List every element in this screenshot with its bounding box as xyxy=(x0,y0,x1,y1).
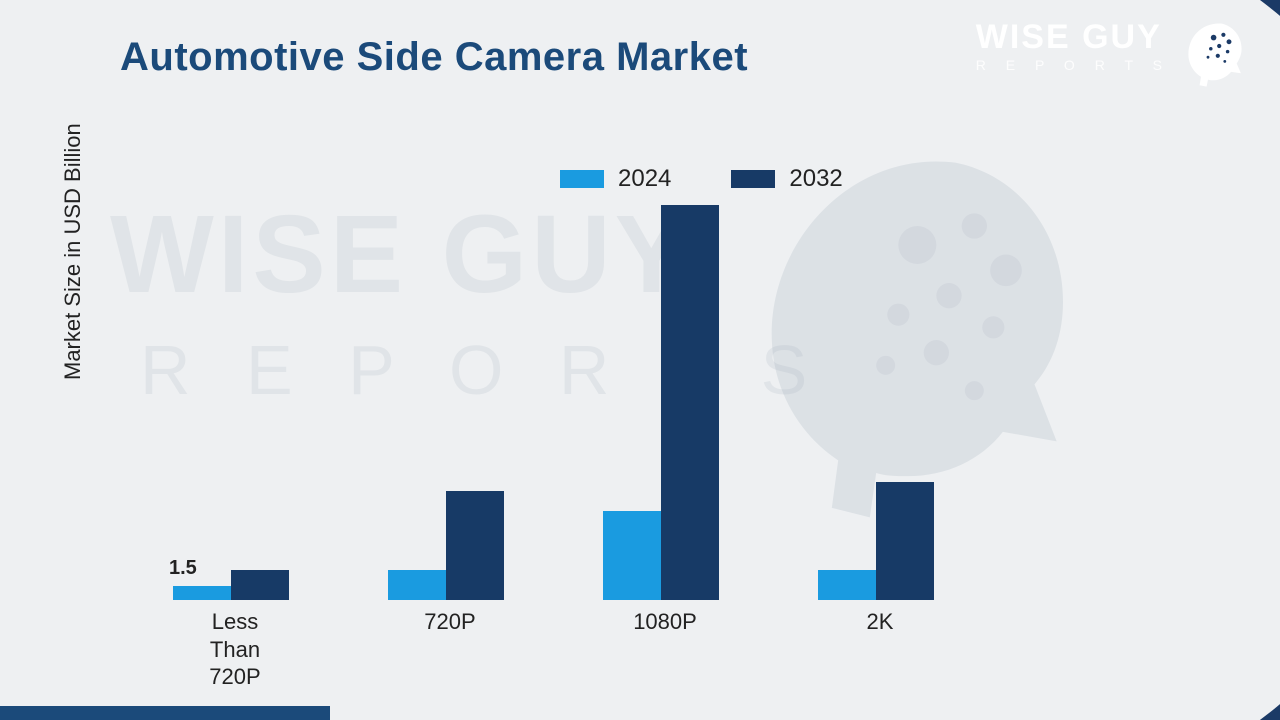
legend-label-2032: 2032 xyxy=(789,165,842,193)
legend-label-2024: 2024 xyxy=(618,165,671,193)
bar-2032 xyxy=(661,205,719,600)
x-axis-label: 2K xyxy=(800,600,960,636)
bar-2024 xyxy=(173,586,231,600)
brand-logo-line2: R E P O R T S xyxy=(976,58,1170,72)
bar-2032 xyxy=(446,491,504,600)
legend-item-2024: 2024 xyxy=(560,165,671,193)
legend-swatch-2024 xyxy=(560,170,604,188)
y-tick-label: 1.5 xyxy=(169,557,197,580)
bottom-accent-strip xyxy=(0,706,330,720)
bar-2032 xyxy=(876,482,934,601)
legend-item-2032: 2032 xyxy=(731,165,842,193)
x-axis-label: 1080P xyxy=(585,600,745,636)
brand-logo-line1: WISE GUY xyxy=(976,20,1170,54)
bar-2024 xyxy=(818,570,876,600)
legend: 2024 2032 xyxy=(560,165,843,193)
bar-2024 xyxy=(603,511,661,600)
y-axis-label: Market Size in USD Billion xyxy=(60,123,86,380)
bar-2024 xyxy=(388,570,446,600)
brand-logo: WISE GUY R E P O R T S xyxy=(976,20,1170,72)
chart-stage: Automotive Side Camera Market WISE GUY R… xyxy=(0,0,1280,720)
chart-title: Automotive Side Camera Market xyxy=(120,35,748,80)
legend-swatch-2032 xyxy=(731,170,775,188)
x-axis-label: LessThan720P xyxy=(155,600,315,691)
plot-area: 1.5 LessThan720P720P1080P2K xyxy=(155,205,995,600)
bar-2032 xyxy=(231,570,289,600)
head-icon xyxy=(1180,18,1250,88)
x-axis-label: 720P xyxy=(370,600,530,636)
